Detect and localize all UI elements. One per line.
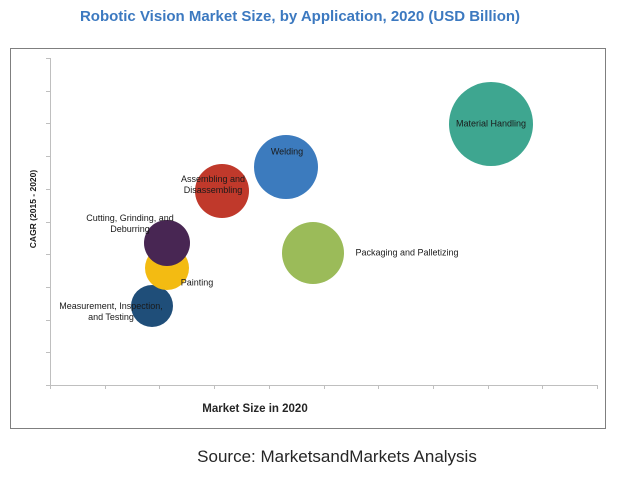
y-axis-tick — [46, 90, 50, 92]
y-axis-tick — [46, 156, 50, 158]
bubble-label-material-handling: Material Handling — [455, 118, 527, 129]
y-axis-tick — [46, 254, 50, 256]
y-axis-tick — [46, 58, 50, 59]
x-axis-tick — [323, 385, 325, 389]
chart-title: Robotic Vision Market Size, by Applicati… — [79, 8, 521, 25]
y-axis-label: CAGR (2015 - 2020) — [28, 169, 38, 249]
bubble-cutting-grinding-and-deburring — [144, 220, 190, 266]
y-axis-tick — [46, 319, 50, 321]
y-axis-line — [50, 58, 51, 385]
x-axis-tick — [214, 385, 216, 389]
source-text: Source: MarketsandMarkets Analysis — [197, 447, 477, 466]
bubble-material-handling — [449, 82, 533, 166]
x-axis-tick — [542, 385, 544, 389]
y-axis-tick — [46, 352, 50, 354]
bubble-label-painting: Painting — [180, 277, 214, 288]
y-axis-tick — [46, 221, 50, 223]
bubble-label-assembling-and-disassembling: Assembling and Disassembling — [180, 174, 246, 195]
x-axis-tick — [378, 385, 380, 389]
y-axis-tick — [46, 123, 50, 125]
x-axis-tick — [104, 385, 106, 389]
bubble-label-welding: Welding — [270, 146, 304, 157]
bubble-label-measurement-inspection-and-testing: Measurement, Inspection, and Testing — [59, 301, 163, 322]
bubble-label-cutting-grinding-and-deburring: Cutting, Grinding, and Deburring — [86, 213, 174, 234]
bubble-welding — [254, 135, 318, 199]
x-axis-tick — [159, 385, 161, 389]
y-axis-tick — [46, 385, 50, 386]
x-axis-label: Market Size in 2020 — [202, 403, 308, 415]
x-axis-tick — [487, 385, 489, 389]
x-axis-tick — [50, 385, 51, 389]
y-axis-tick — [46, 286, 50, 288]
x-axis-tick — [432, 385, 434, 389]
x-axis-tick — [597, 385, 598, 389]
bubble-label-packaging-and-palletizing: Packaging and Palletizing — [355, 247, 459, 258]
bubble-measurement-inspection-and-testing — [131, 285, 173, 327]
x-axis-tick — [268, 385, 270, 389]
y-axis-tick — [46, 188, 50, 190]
bubble-packaging-and-palletizing — [282, 222, 344, 284]
bubble-assembling-and-disassembling — [195, 164, 249, 218]
